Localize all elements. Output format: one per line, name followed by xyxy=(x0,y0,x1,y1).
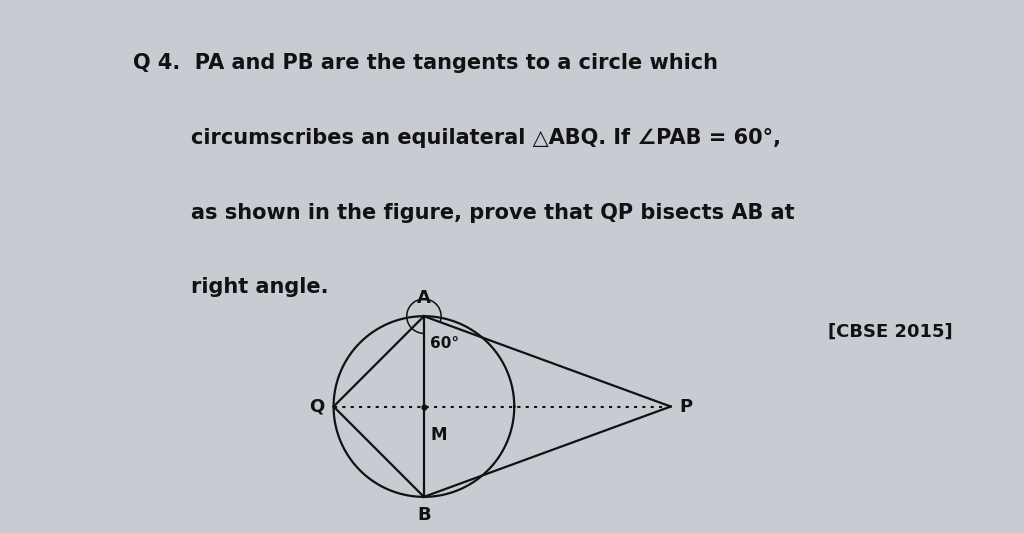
Text: Q 4.  PA and PB are the tangents to a circle which: Q 4. PA and PB are the tangents to a cir… xyxy=(133,53,718,74)
Text: right angle.: right angle. xyxy=(133,277,329,297)
Text: 60°: 60° xyxy=(430,336,460,351)
Text: as shown in the figure, prove that QP bisects AB at: as shown in the figure, prove that QP bi… xyxy=(133,203,795,223)
Text: A: A xyxy=(417,289,431,307)
Text: P: P xyxy=(680,398,693,416)
Text: B: B xyxy=(417,506,431,524)
Text: circumscribes an equilateral △ABQ. If ∠PAB = 60°,: circumscribes an equilateral △ABQ. If ∠P… xyxy=(133,128,781,148)
Text: M: M xyxy=(430,426,446,445)
Text: [CBSE 2015]: [CBSE 2015] xyxy=(827,322,952,341)
Text: Q: Q xyxy=(309,398,325,416)
